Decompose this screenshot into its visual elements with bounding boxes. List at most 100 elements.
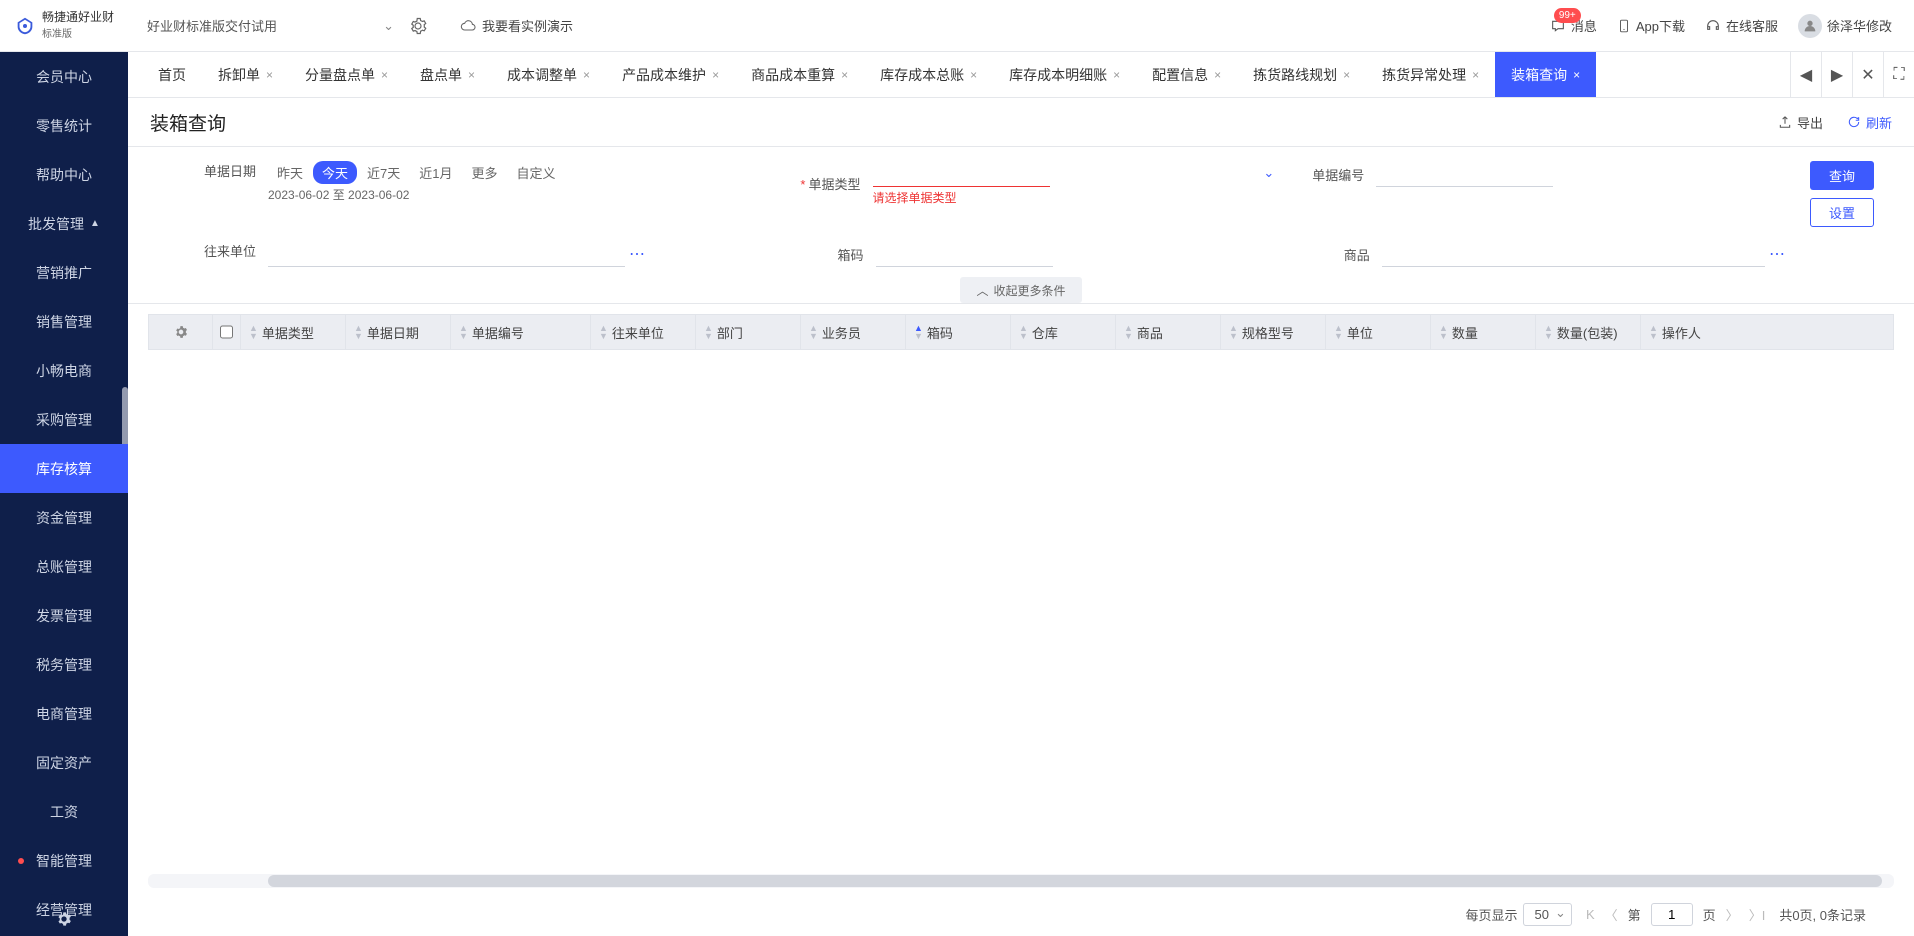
- sidebar-item[interactable]: 帮助中心: [0, 150, 128, 199]
- sidebar-item[interactable]: 销售管理: [0, 297, 128, 346]
- more-icon[interactable]: ⋯: [1765, 244, 1788, 264]
- date-shortcut[interactable]: 今天: [313, 161, 357, 184]
- online-service[interactable]: 在线客服: [1705, 16, 1778, 35]
- table-column-header[interactable]: ▲▼业务员: [801, 315, 906, 349]
- tab[interactable]: 盘点单×: [404, 52, 491, 97]
- tabs-fullscreen[interactable]: ⛶: [1883, 52, 1914, 97]
- doc-no-input[interactable]: [1376, 161, 1553, 187]
- account-selector[interactable]: 好业财标准版交付试用 ⌄: [129, 16, 394, 35]
- table-column-header[interactable]: ▲▼单据编号: [451, 315, 591, 349]
- tab[interactable]: 拣货异常处理×: [1366, 52, 1495, 97]
- sidebar-item[interactable]: 智能管理: [0, 836, 128, 885]
- user-menu[interactable]: 徐泽华修改: [1798, 14, 1892, 38]
- page-next[interactable]: 〉: [1726, 905, 1739, 924]
- page-first[interactable]: K: [1586, 907, 1595, 922]
- close-icon[interactable]: ×: [1573, 68, 1580, 82]
- date-shortcut[interactable]: 自定义: [508, 161, 565, 184]
- table-settings[interactable]: [149, 315, 213, 349]
- page-last[interactable]: 〉I: [1749, 905, 1766, 924]
- sidebar-item[interactable]: 会员中心: [0, 52, 128, 101]
- more-icon[interactable]: ⋯: [625, 244, 648, 264]
- close-icon[interactable]: ×: [712, 68, 719, 82]
- close-icon[interactable]: ×: [841, 68, 848, 82]
- table-h-scrollbar[interactable]: [148, 874, 1894, 888]
- sidebar-item[interactable]: 发票管理: [0, 591, 128, 640]
- table-select-all[interactable]: [213, 315, 241, 349]
- date-shortcut[interactable]: 近1月: [410, 161, 461, 184]
- box-code-input[interactable]: [876, 241, 1053, 267]
- table-column-header[interactable]: ▲▼单据类型: [241, 315, 346, 349]
- page-input[interactable]: [1651, 903, 1693, 926]
- tab[interactable]: 装箱查询×: [1495, 52, 1596, 97]
- table-column-header[interactable]: ▲▼部门: [696, 315, 801, 349]
- collapse-label: 收起更多条件: [994, 282, 1066, 299]
- date-shortcut[interactable]: 更多: [463, 161, 507, 184]
- page-size-select[interactable]: 50: [1523, 903, 1571, 926]
- query-button[interactable]: 查询: [1810, 161, 1874, 190]
- close-icon[interactable]: ×: [1472, 68, 1479, 82]
- tab[interactable]: 库存成本明细账×: [993, 52, 1136, 97]
- sidebar-item[interactable]: 库存核算: [0, 444, 128, 493]
- tab[interactable]: 产品成本维护×: [606, 52, 735, 97]
- table-column-header[interactable]: ▲▼箱码: [906, 315, 1011, 349]
- tabs-next[interactable]: ▶: [1821, 52, 1852, 97]
- sidebar-item[interactable]: 批发管理▲: [0, 199, 128, 248]
- sidebar-item[interactable]: 税务管理: [0, 640, 128, 689]
- close-icon[interactable]: ×: [970, 68, 977, 82]
- tab[interactable]: 拆卸单×: [202, 52, 289, 97]
- sidebar-settings[interactable]: [0, 902, 128, 936]
- tabs-close-all[interactable]: ✕: [1852, 52, 1883, 97]
- table-column-header[interactable]: ▲▼数量: [1431, 315, 1536, 349]
- avatar-icon: [1798, 14, 1822, 38]
- sidebar-item[interactable]: 营销推广: [0, 248, 128, 297]
- settings-gear[interactable]: [394, 17, 442, 35]
- goods-input[interactable]: [1382, 241, 1765, 267]
- close-icon[interactable]: ×: [583, 68, 590, 82]
- sidebar-item[interactable]: 固定资产: [0, 738, 128, 787]
- table-column-header[interactable]: ▲▼往来单位: [591, 315, 696, 349]
- sidebar-item[interactable]: 零售统计: [0, 101, 128, 150]
- partner-input[interactable]: [268, 241, 625, 267]
- close-icon[interactable]: ×: [1343, 68, 1350, 82]
- select-all-checkbox[interactable]: [220, 325, 233, 339]
- close-icon[interactable]: ×: [468, 68, 475, 82]
- tab[interactable]: 分量盘点单×: [289, 52, 404, 97]
- sidebar-item[interactable]: 采购管理: [0, 395, 128, 444]
- table-column-header[interactable]: ▲▼操作人: [1641, 315, 1746, 349]
- close-icon[interactable]: ×: [266, 68, 273, 82]
- close-icon[interactable]: ×: [1113, 68, 1120, 82]
- export-button[interactable]: 导出: [1778, 113, 1823, 132]
- tab[interactable]: 库存成本总账×: [864, 52, 993, 97]
- table-column-header[interactable]: ▲▼单据日期: [346, 315, 451, 349]
- table-column-header[interactable]: ▲▼单位: [1326, 315, 1431, 349]
- app-download[interactable]: App下载: [1617, 16, 1685, 35]
- table-column-header[interactable]: ▲▼仓库: [1011, 315, 1116, 349]
- collapse-button[interactable]: ︿ 收起更多条件: [960, 277, 1081, 303]
- table-column-header[interactable]: ▲▼规格型号: [1221, 315, 1326, 349]
- sidebar-item[interactable]: 小畅电商: [0, 346, 128, 395]
- tab[interactable]: 拣货路线规划×: [1237, 52, 1366, 97]
- demo-link[interactable]: 我要看实例演示: [460, 16, 573, 35]
- date-shortcut[interactable]: 昨天: [268, 161, 312, 184]
- close-icon[interactable]: ×: [381, 68, 388, 82]
- scrollbar-thumb[interactable]: [268, 875, 1882, 887]
- table-column-header[interactable]: ▲▼商品: [1116, 315, 1221, 349]
- tab[interactable]: 首页: [142, 52, 202, 97]
- sidebar-item[interactable]: 电商管理: [0, 689, 128, 738]
- refresh-button[interactable]: 刷新: [1847, 113, 1892, 132]
- page-prev[interactable]: 〈: [1605, 905, 1618, 924]
- tab[interactable]: 商品成本重算×: [735, 52, 864, 97]
- sidebar-item[interactable]: 总账管理: [0, 542, 128, 591]
- tabs-prev[interactable]: ◀: [1790, 52, 1821, 97]
- settings-button[interactable]: 设置: [1810, 198, 1874, 227]
- tab[interactable]: 配置信息×: [1136, 52, 1237, 97]
- date-shortcut[interactable]: 近7天: [358, 161, 409, 184]
- table-column-header[interactable]: ▲▼数量(包装): [1536, 315, 1641, 349]
- close-icon[interactable]: ×: [1214, 68, 1221, 82]
- doc-type-select[interactable]: [873, 161, 1050, 187]
- tab[interactable]: 成本调整单×: [491, 52, 606, 97]
- messages-button[interactable]: 99+ 消息: [1550, 16, 1597, 35]
- filter-goods: 商品 ⋯: [1282, 241, 1788, 267]
- sidebar-item[interactable]: 工资: [0, 787, 128, 836]
- sidebar-item[interactable]: 资金管理: [0, 493, 128, 542]
